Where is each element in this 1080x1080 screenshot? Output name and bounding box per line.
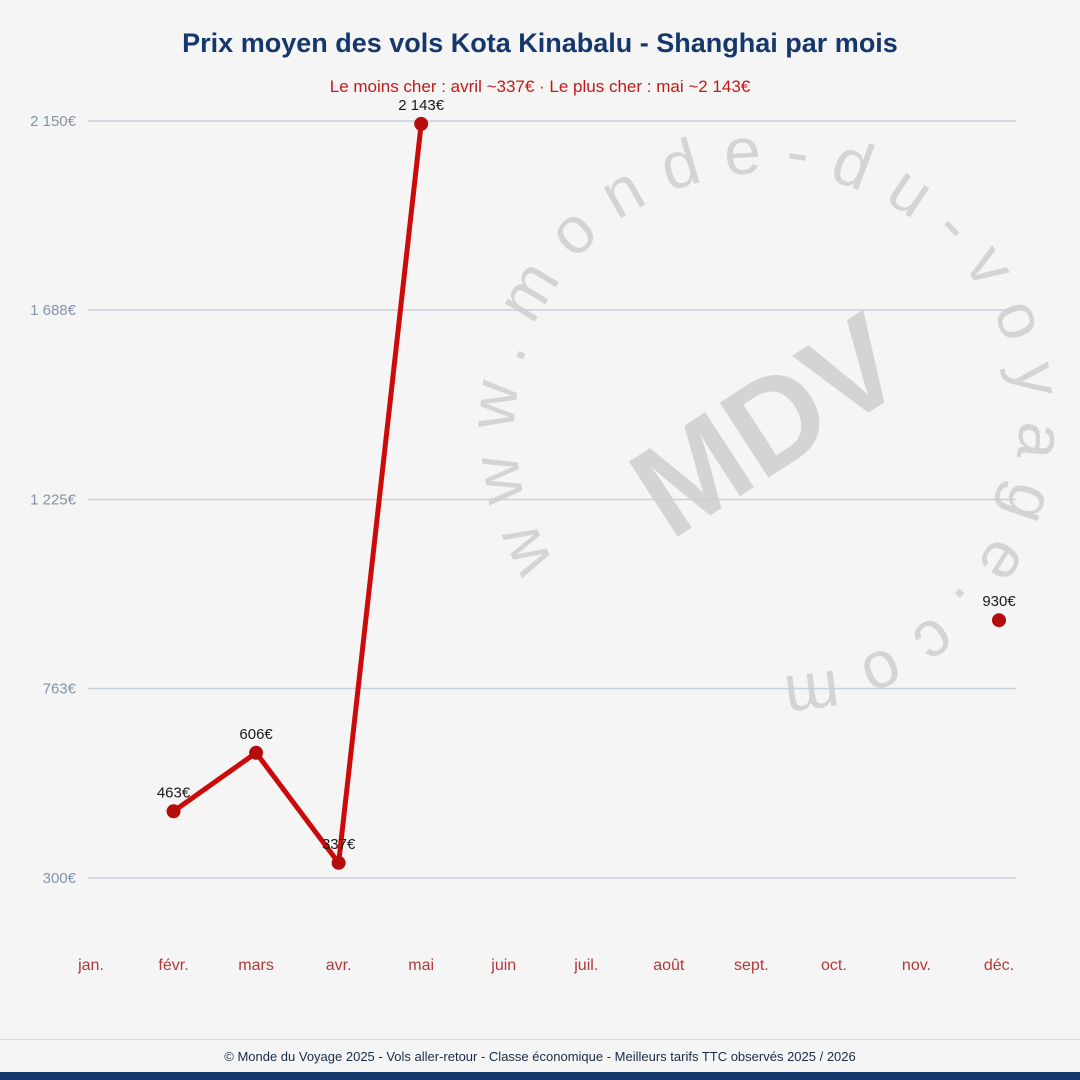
price-line-segment — [336, 121, 424, 866]
x-tick-label: mars — [238, 957, 274, 974]
x-tick-label: nov. — [902, 957, 931, 974]
x-tick-label: oct. — [821, 957, 847, 974]
x-tick-label: juin — [490, 957, 516, 974]
series-layer: 463€ 606€ 337€ 2 143€ 930€ — [157, 97, 1016, 870]
y-tick-label: 1 225€ — [30, 492, 77, 509]
bottom-accent-bar — [0, 1072, 1080, 1080]
data-point — [414, 116, 429, 131]
data-point-label: 606€ — [239, 726, 273, 743]
data-point — [331, 855, 346, 870]
page-title: Prix moyen des vols Kota Kinabalu - Shan… — [182, 28, 898, 58]
x-tick-label: août — [653, 957, 685, 974]
y-tick-label: 2 150€ — [30, 113, 77, 130]
x-tick-label: févr. — [158, 957, 188, 974]
x-tick-label: jan. — [77, 957, 104, 974]
x-axis-layer: jan. févr. mars avr. mai juin juil. août sept. oc… — [77, 957, 1014, 974]
x-tick-label: déc. — [984, 957, 1014, 974]
footer: © Monde du Voyage 2025 - Vols aller-reto… — [0, 1039, 1080, 1072]
page-subtitle: Le moins cher : avril ~337€ · Le plus ch… — [329, 77, 751, 96]
data-point — [992, 613, 1006, 628]
y-tick-label: 1 688€ — [30, 302, 77, 319]
x-tick-label: juil. — [573, 957, 598, 974]
data-point-label: 930€ — [982, 593, 1016, 610]
data-point — [249, 745, 264, 760]
y-tick-label: 300€ — [43, 870, 77, 887]
grid-layer: 300€ 763€ 1 225€ 1 688€ 2 150€ — [30, 113, 1016, 887]
data-point-label: 2 143€ — [398, 97, 445, 114]
footer-text: © Monde du Voyage 2025 - Vols aller-reto… — [224, 1048, 856, 1064]
price-line-segment — [253, 750, 342, 866]
data-point — [166, 804, 181, 819]
x-tick-label: avr. — [326, 957, 352, 974]
data-point-label: 337€ — [322, 836, 356, 853]
y-tick-label: 763€ — [43, 681, 77, 698]
x-tick-label: sept. — [734, 957, 769, 974]
watermark-center-text: MDV — [606, 285, 928, 565]
price-line-segment — [171, 750, 259, 814]
data-point-label: 463€ — [157, 784, 191, 801]
x-tick-label: mai — [408, 957, 434, 974]
watermark: www.monde-du-voyage.com MDV — [333, 0, 1080, 858]
